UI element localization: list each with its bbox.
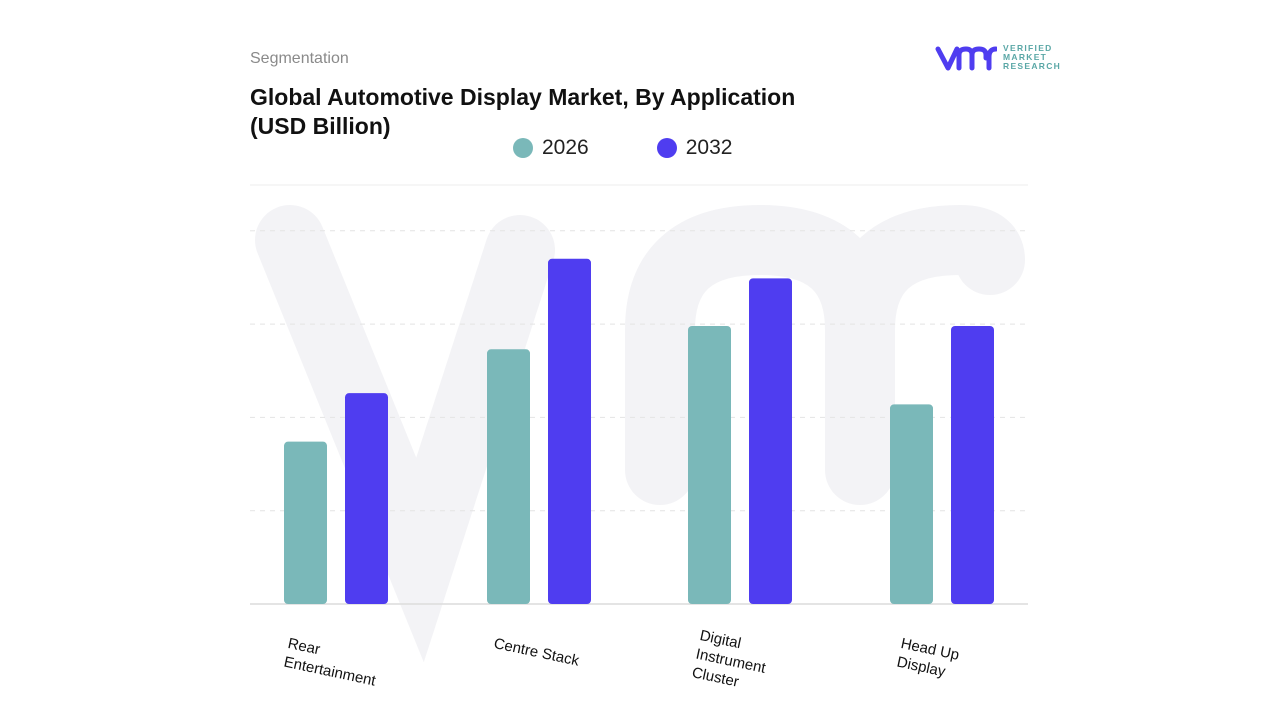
legend-item-2032: 2032 bbox=[656, 136, 733, 160]
chart-title: Global Automotive Display Market, By App… bbox=[250, 84, 796, 139]
segmentation-label: Segmentation bbox=[250, 50, 349, 67]
legend-label: 2032 bbox=[685, 136, 733, 159]
legend-swatch bbox=[513, 138, 533, 158]
bar-2032-head-up-display bbox=[951, 325, 994, 604]
legend-item-2026: 2026 bbox=[513, 136, 589, 160]
logo-line: RESEARCH bbox=[1003, 61, 1062, 71]
watermark-logo bbox=[255, 204, 1025, 663]
bar-2026-head-up-display bbox=[890, 404, 933, 604]
legend: 2026 2032 bbox=[513, 136, 732, 160]
bar-2032-digital-instrument-cluster bbox=[749, 278, 792, 604]
logo-line: VERIFIED bbox=[1003, 43, 1053, 53]
legend-swatch bbox=[656, 138, 677, 158]
logo-line: MARKET bbox=[1003, 52, 1048, 62]
bar-2032-centre-stack bbox=[548, 258, 591, 604]
vmr-logo: VERIFIED MARKET RESEARCH bbox=[935, 44, 1061, 71]
bar-2026-rear-entertainment bbox=[284, 441, 327, 604]
vmr-logo-icon bbox=[935, 46, 997, 70]
bar-2026-centre-stack bbox=[487, 349, 530, 604]
bar-2032-rear-entertainment bbox=[345, 393, 388, 604]
legend-label: 2026 bbox=[542, 136, 589, 159]
bar-2026-digital-instrument-cluster bbox=[688, 325, 731, 604]
